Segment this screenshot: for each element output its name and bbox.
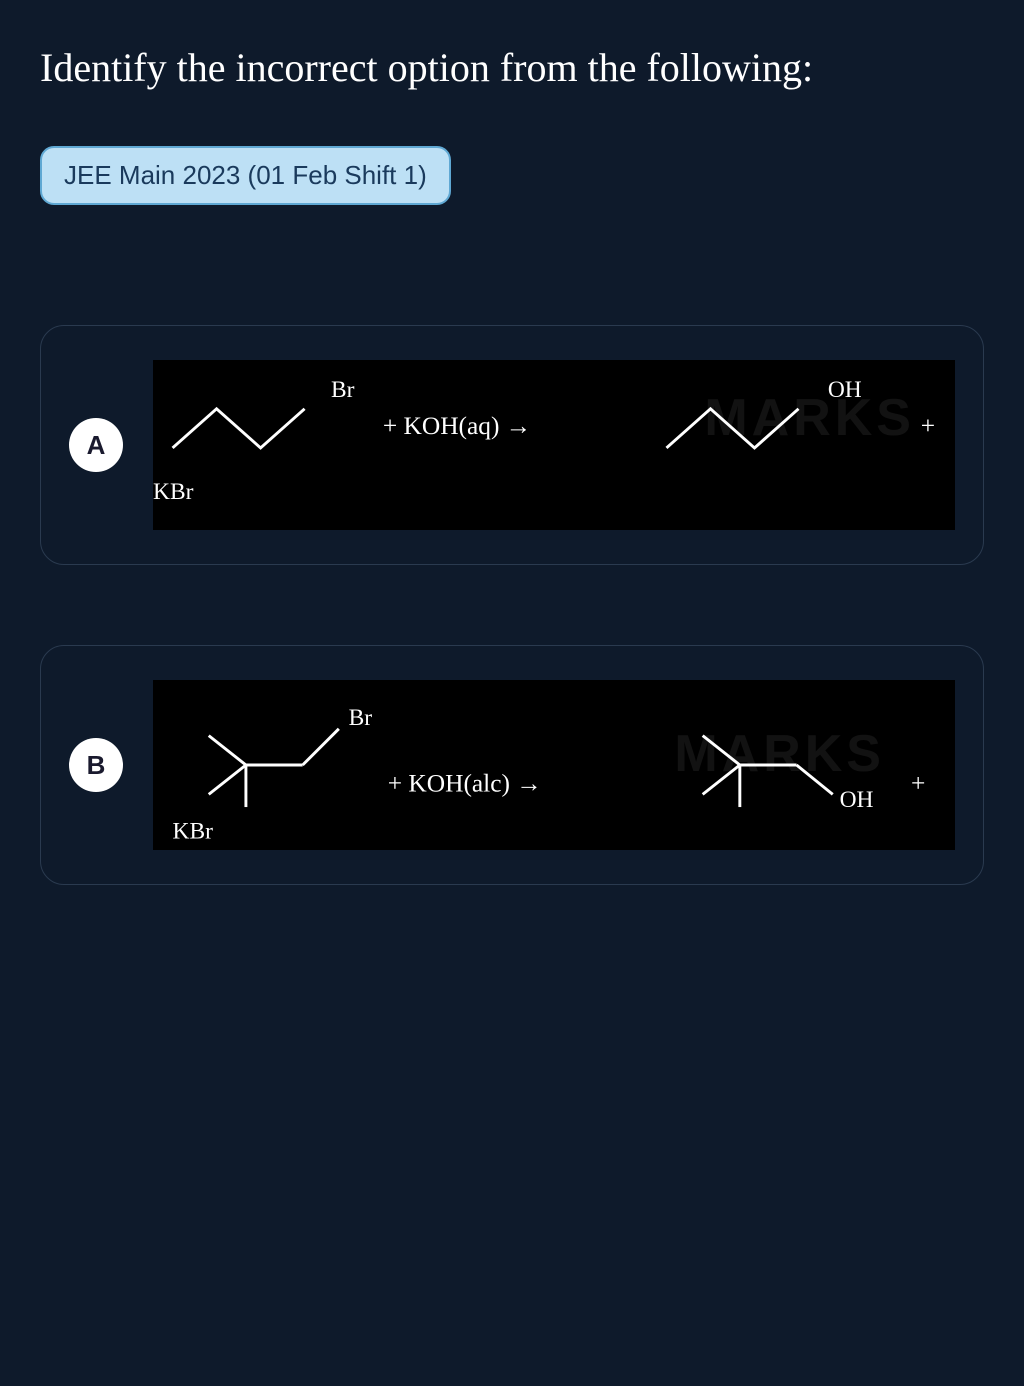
reaction-svg-a: Br + KOH(aq) → OH + KBr bbox=[153, 360, 955, 530]
byproduct-prefix-b: + bbox=[911, 769, 925, 797]
product-substituent-b: OH bbox=[840, 787, 874, 813]
option-badge-a: A bbox=[69, 418, 123, 472]
byproduct-b: KBr bbox=[173, 818, 214, 844]
byproduct-a: KBr bbox=[153, 479, 194, 505]
reagent-a: + KOH(aq) → bbox=[383, 412, 531, 440]
reactant-substituent-b: Br bbox=[349, 705, 373, 731]
option-card-b[interactable]: B MARKS Br + KOH(alc) → bbox=[40, 645, 984, 885]
reaction-box-a: MARKS Br + KOH(aq) → OH + KBr bbox=[153, 360, 955, 530]
reaction-box-b: MARKS Br + KOH(alc) → bbox=[153, 680, 955, 850]
reaction-svg-b: Br + KOH(alc) → OH + KBr bbox=[153, 680, 955, 850]
product-substituent-a: OH bbox=[828, 377, 862, 403]
reagent-b: + KOH(alc) → bbox=[388, 769, 542, 797]
option-badge-b: B bbox=[69, 738, 123, 792]
question-text: Identify the incorrect option from the f… bbox=[40, 40, 984, 96]
byproduct-prefix-a: + bbox=[921, 412, 935, 440]
reactant-substituent-a: Br bbox=[331, 377, 355, 403]
option-card-a[interactable]: A MARKS Br + KOH(aq) → OH + KBr bbox=[40, 325, 984, 565]
exam-tag: JEE Main 2023 (01 Feb Shift 1) bbox=[40, 146, 451, 205]
page-container: Identify the incorrect option from the f… bbox=[0, 0, 1024, 885]
